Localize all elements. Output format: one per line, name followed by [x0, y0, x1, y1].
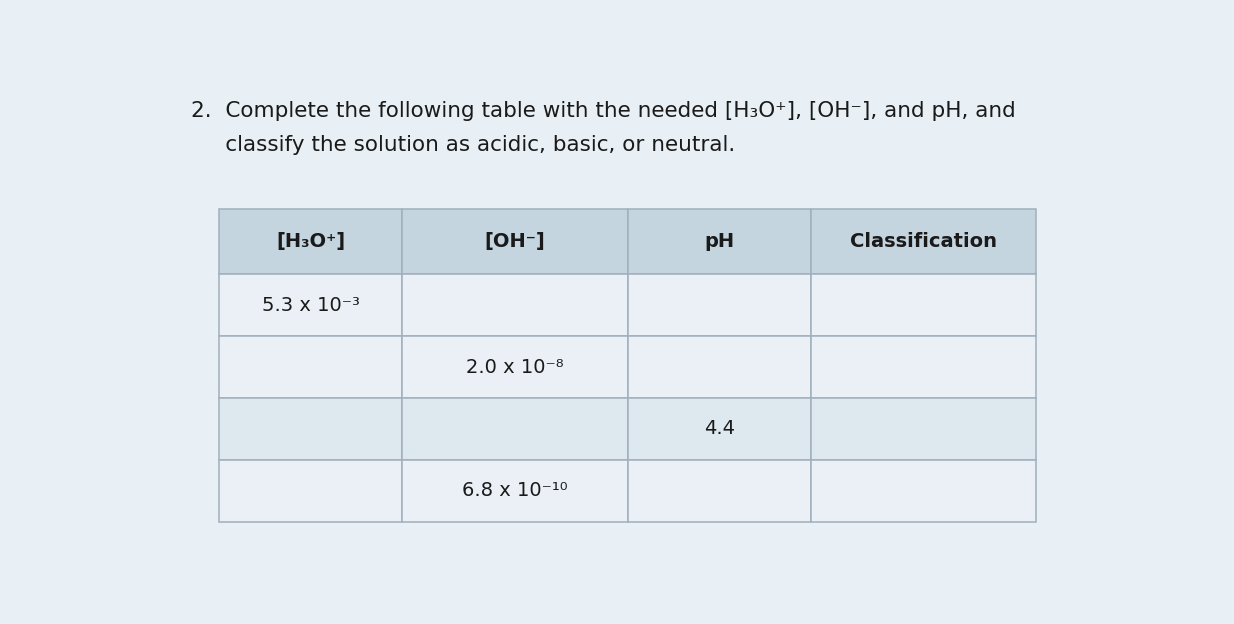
Text: Classification: Classification	[850, 232, 997, 251]
Bar	[402, 275, 628, 336]
Text: 2.  Complete the following table with the needed [H₃O⁺], [OH⁻], and pH, and: 2. Complete the following table with the…	[190, 101, 1016, 121]
Bar	[628, 398, 811, 460]
Text: 5.3 x 10⁻³: 5.3 x 10⁻³	[262, 296, 360, 314]
Bar	[402, 336, 628, 398]
Bar	[220, 275, 402, 336]
Bar	[220, 460, 402, 522]
Bar	[811, 336, 1037, 398]
Bar	[220, 336, 402, 398]
Bar	[220, 210, 402, 275]
Bar	[402, 210, 628, 275]
Bar	[811, 398, 1037, 460]
Text: [OH⁻]: [OH⁻]	[485, 232, 545, 251]
Bar	[628, 275, 811, 336]
Bar	[220, 398, 402, 460]
Bar	[402, 460, 628, 522]
Text: pH: pH	[705, 232, 734, 251]
Text: classify the solution as acidic, basic, or neutral.: classify the solution as acidic, basic, …	[190, 135, 734, 155]
Bar	[628, 460, 811, 522]
Text: 2.0 x 10⁻⁸: 2.0 x 10⁻⁸	[466, 358, 564, 376]
Bar	[811, 460, 1037, 522]
Bar	[811, 275, 1037, 336]
Bar	[402, 398, 628, 460]
Text: 6.8 x 10⁻¹⁰: 6.8 x 10⁻¹⁰	[463, 481, 568, 500]
Bar	[628, 210, 811, 275]
Bar	[628, 336, 811, 398]
Text: [H₃O⁺]: [H₃O⁺]	[276, 232, 346, 251]
Bar	[811, 210, 1037, 275]
Text: 4.4: 4.4	[703, 419, 734, 439]
